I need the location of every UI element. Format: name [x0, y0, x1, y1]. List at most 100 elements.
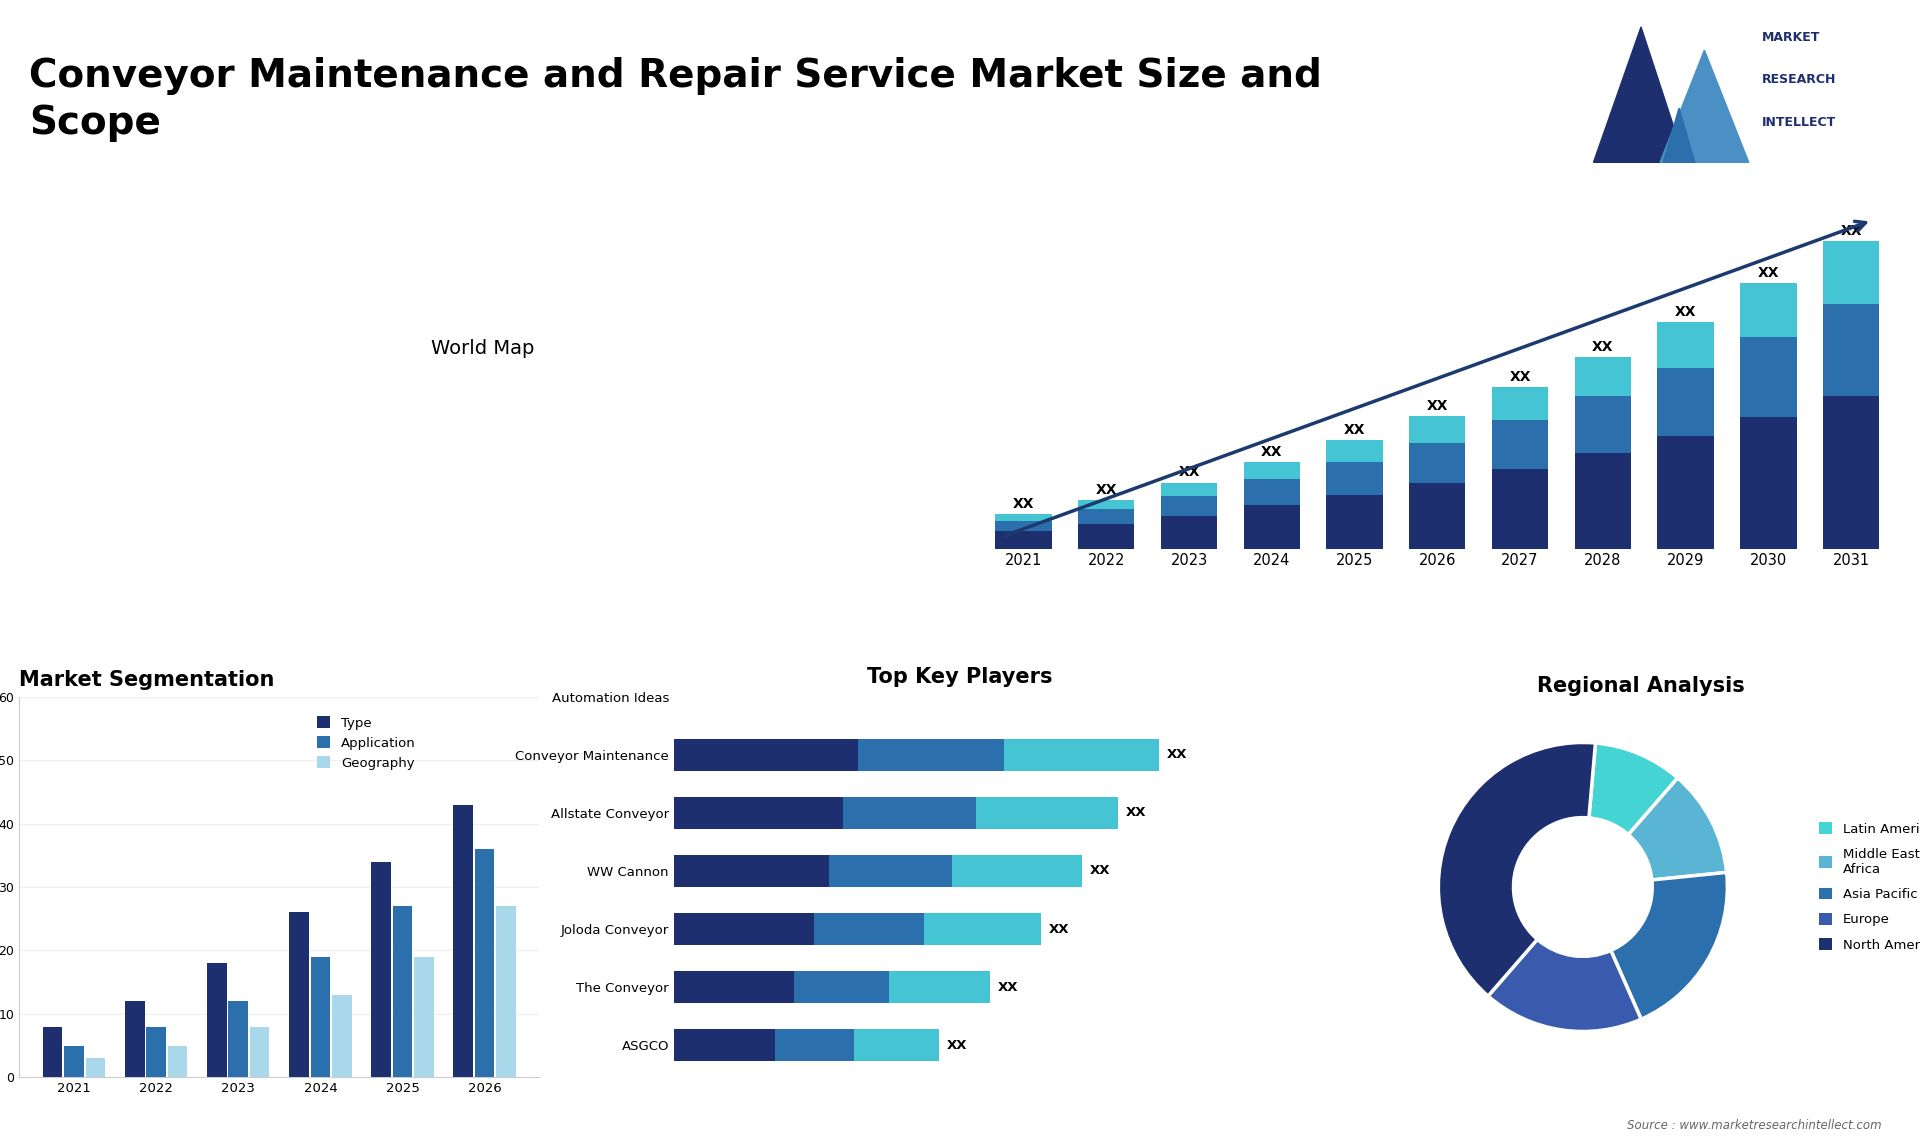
Bar — [1409, 482, 1465, 549]
Bar — [1492, 421, 1548, 469]
Text: XX: XX — [1096, 482, 1117, 496]
Text: XX: XX — [998, 981, 1018, 994]
Bar — [795, 971, 889, 1003]
Bar — [952, 855, 1083, 887]
Bar — [1822, 241, 1880, 304]
Bar — [1327, 440, 1382, 462]
Bar — [843, 796, 975, 829]
Text: XX: XX — [1014, 496, 1035, 511]
Bar — [332, 995, 351, 1077]
Bar — [1079, 524, 1135, 549]
Bar — [1409, 442, 1465, 482]
Text: XX: XX — [1757, 266, 1780, 280]
Bar — [1657, 368, 1715, 435]
Bar — [975, 796, 1117, 829]
Text: XX: XX — [1091, 864, 1110, 878]
Bar — [1079, 500, 1135, 510]
Wedge shape — [1488, 940, 1642, 1031]
Bar — [1244, 505, 1300, 549]
Bar — [1657, 322, 1715, 368]
Bar — [995, 513, 1052, 520]
Text: Source : www.marketresearchintellect.com: Source : www.marketresearchintellect.com — [1626, 1120, 1882, 1132]
Bar — [829, 855, 952, 887]
Bar — [415, 957, 434, 1077]
Text: MARKET: MARKET — [1761, 31, 1820, 44]
Bar — [1574, 453, 1630, 549]
Bar — [63, 1045, 84, 1077]
Bar — [674, 796, 843, 829]
Bar — [1492, 469, 1548, 549]
Text: XX: XX — [1674, 305, 1697, 319]
Bar — [1657, 435, 1715, 549]
Text: XX: XX — [1048, 923, 1069, 935]
Bar — [889, 971, 991, 1003]
Bar — [854, 1029, 939, 1061]
Text: XX: XX — [1125, 807, 1146, 819]
Text: XX: XX — [1427, 399, 1448, 413]
Text: Market Segmentation: Market Segmentation — [19, 669, 275, 690]
Bar — [86, 1058, 106, 1077]
Bar — [995, 531, 1052, 549]
Bar — [453, 804, 472, 1077]
Bar — [1740, 416, 1797, 549]
Bar — [776, 1029, 854, 1061]
Bar — [474, 849, 495, 1077]
Polygon shape — [1661, 50, 1749, 163]
Wedge shape — [1590, 743, 1678, 834]
Text: XX: XX — [1344, 423, 1365, 437]
Text: RESEARCH: RESEARCH — [1761, 73, 1836, 86]
Bar — [858, 739, 1004, 771]
Text: Conveyor Maintenance and Repair Service Market Size and
Scope: Conveyor Maintenance and Repair Service … — [29, 57, 1321, 142]
Legend: Latin America, Middle East &
Africa, Asia Pacific, Europe, North America: Latin America, Middle East & Africa, Asi… — [1814, 817, 1920, 957]
Bar — [995, 520, 1052, 531]
Bar — [290, 912, 309, 1077]
Bar — [1574, 356, 1630, 395]
Title: Top Key Players: Top Key Players — [868, 667, 1052, 686]
Bar — [1162, 482, 1217, 495]
Bar — [924, 913, 1041, 945]
Text: INTELLECT: INTELLECT — [1761, 116, 1836, 128]
Bar — [674, 739, 858, 771]
Text: XX: XX — [1167, 748, 1187, 761]
Bar — [42, 1027, 63, 1077]
Bar — [167, 1045, 188, 1077]
Bar — [311, 957, 330, 1077]
Bar — [674, 1029, 776, 1061]
Bar — [1492, 387, 1548, 421]
Text: World Map: World Map — [430, 339, 534, 359]
Wedge shape — [1611, 872, 1728, 1019]
Bar — [228, 1002, 248, 1077]
Bar — [1740, 337, 1797, 416]
Bar — [1079, 510, 1135, 524]
Bar — [1244, 479, 1300, 505]
Bar — [1822, 395, 1880, 549]
Title: Regional Analysis: Regional Analysis — [1536, 676, 1745, 697]
Bar — [1004, 739, 1160, 771]
Bar — [207, 963, 227, 1077]
Polygon shape — [1663, 108, 1695, 163]
Bar — [495, 906, 516, 1077]
Bar — [1822, 304, 1880, 395]
Circle shape — [1513, 817, 1653, 957]
Text: XX: XX — [1592, 339, 1613, 353]
Bar — [146, 1027, 165, 1077]
Bar — [1327, 495, 1382, 549]
Bar — [371, 862, 392, 1077]
Text: XX: XX — [1261, 445, 1283, 458]
Bar — [250, 1027, 269, 1077]
Text: XX: XX — [1841, 225, 1862, 238]
Bar — [394, 906, 413, 1077]
Bar — [1327, 462, 1382, 495]
Wedge shape — [1628, 778, 1726, 880]
Legend: Type, Application, Geography: Type, Application, Geography — [311, 711, 420, 775]
Bar — [674, 971, 795, 1003]
Polygon shape — [1594, 26, 1686, 163]
Bar — [1162, 495, 1217, 516]
Text: XX: XX — [947, 1038, 968, 1052]
Bar — [814, 913, 924, 945]
Bar — [1574, 395, 1630, 453]
Bar — [674, 855, 829, 887]
Bar — [1740, 283, 1797, 337]
Bar — [674, 913, 814, 945]
Bar — [125, 1002, 144, 1077]
